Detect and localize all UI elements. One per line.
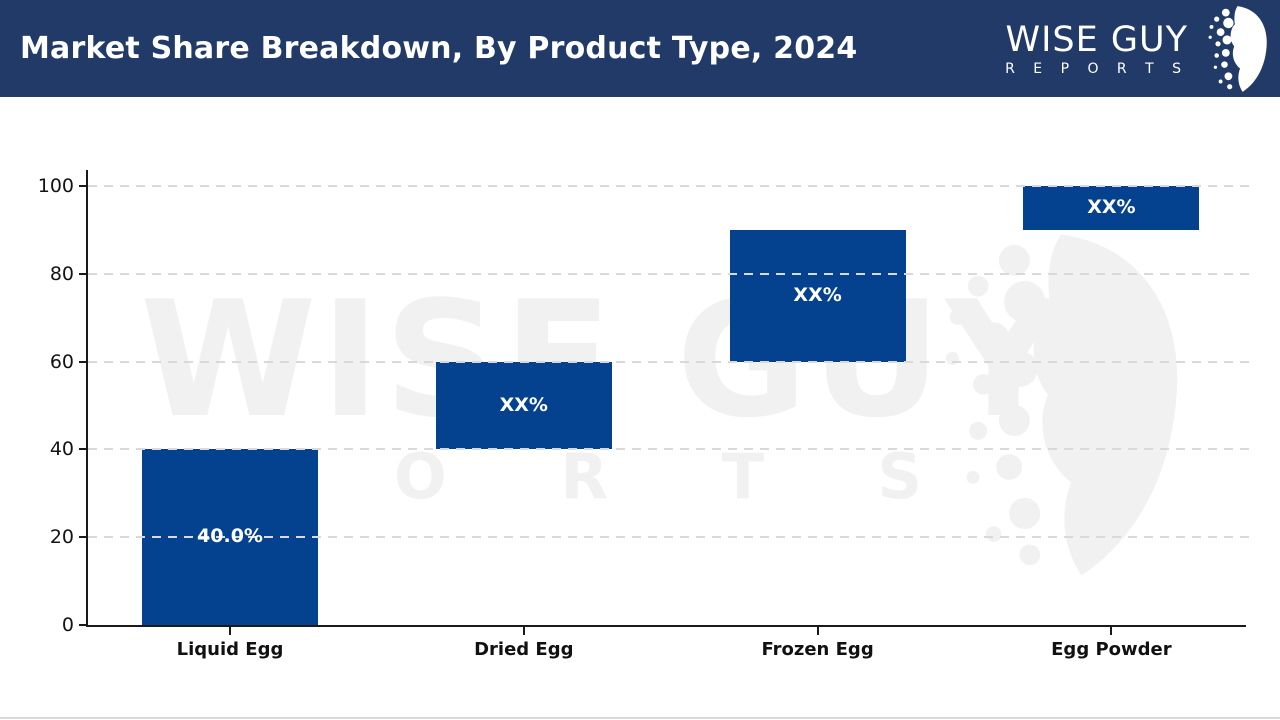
logo-subtext: R E P O R T S — [1005, 60, 1188, 77]
bar-value-label: 40.0% — [197, 525, 263, 548]
y-tick-mark — [79, 448, 88, 451]
wiseguy-logo: WISE GUY R E P O R T S — [1005, 0, 1280, 97]
logo-text: WISE GUY R E P O R T S — [1005, 21, 1188, 77]
x-category-label: Liquid Egg — [176, 639, 284, 660]
y-tick-label: 60 — [49, 350, 74, 373]
chart-title: Market Share Breakdown, By Product Type,… — [20, 31, 858, 66]
gridline — [88, 448, 1250, 451]
x-tick-mark — [522, 627, 525, 635]
gridline — [88, 272, 1250, 275]
y-tick-mark — [79, 185, 88, 187]
bar-value-label: XX% — [793, 283, 842, 306]
logo-wordmark: WISE GUY — [1005, 19, 1188, 60]
x-tick-mark — [816, 627, 819, 635]
y-tick-label: 80 — [49, 262, 74, 285]
y-tick-mark — [79, 536, 88, 539]
bar — [729, 229, 906, 362]
x-category-label: Frozen Egg — [761, 639, 874, 660]
y-axis-line — [86, 170, 88, 627]
y-tick-label: 40 — [49, 438, 74, 461]
x-category-label: Dried Egg — [474, 639, 574, 660]
bottom-border — [0, 717, 1280, 719]
y-tick-mark — [79, 624, 88, 626]
gridline — [88, 536, 1250, 539]
y-tick-label: 20 — [49, 526, 74, 549]
watermark-subtext: P O R T S — [235, 440, 969, 513]
x-axis-line — [86, 625, 1246, 627]
y-tick-label: 0 — [61, 614, 74, 636]
bar — [1023, 186, 1200, 230]
y-tick-label: 100 — [37, 175, 74, 197]
bar-value-label: XX% — [499, 393, 548, 416]
logo-head-icon — [1208, 5, 1267, 92]
x-tick-mark — [1110, 627, 1113, 635]
bar-value-label: XX% — [1087, 195, 1136, 218]
y-tick-mark — [79, 360, 88, 363]
gridline — [88, 185, 1250, 187]
gridline — [88, 360, 1250, 363]
header-bar: Market Share Breakdown, By Product Type,… — [0, 0, 1280, 97]
bar — [435, 361, 612, 450]
x-category-label: Egg Powder — [1051, 639, 1172, 660]
y-tick-mark — [79, 272, 88, 275]
x-tick-mark — [229, 627, 231, 635]
